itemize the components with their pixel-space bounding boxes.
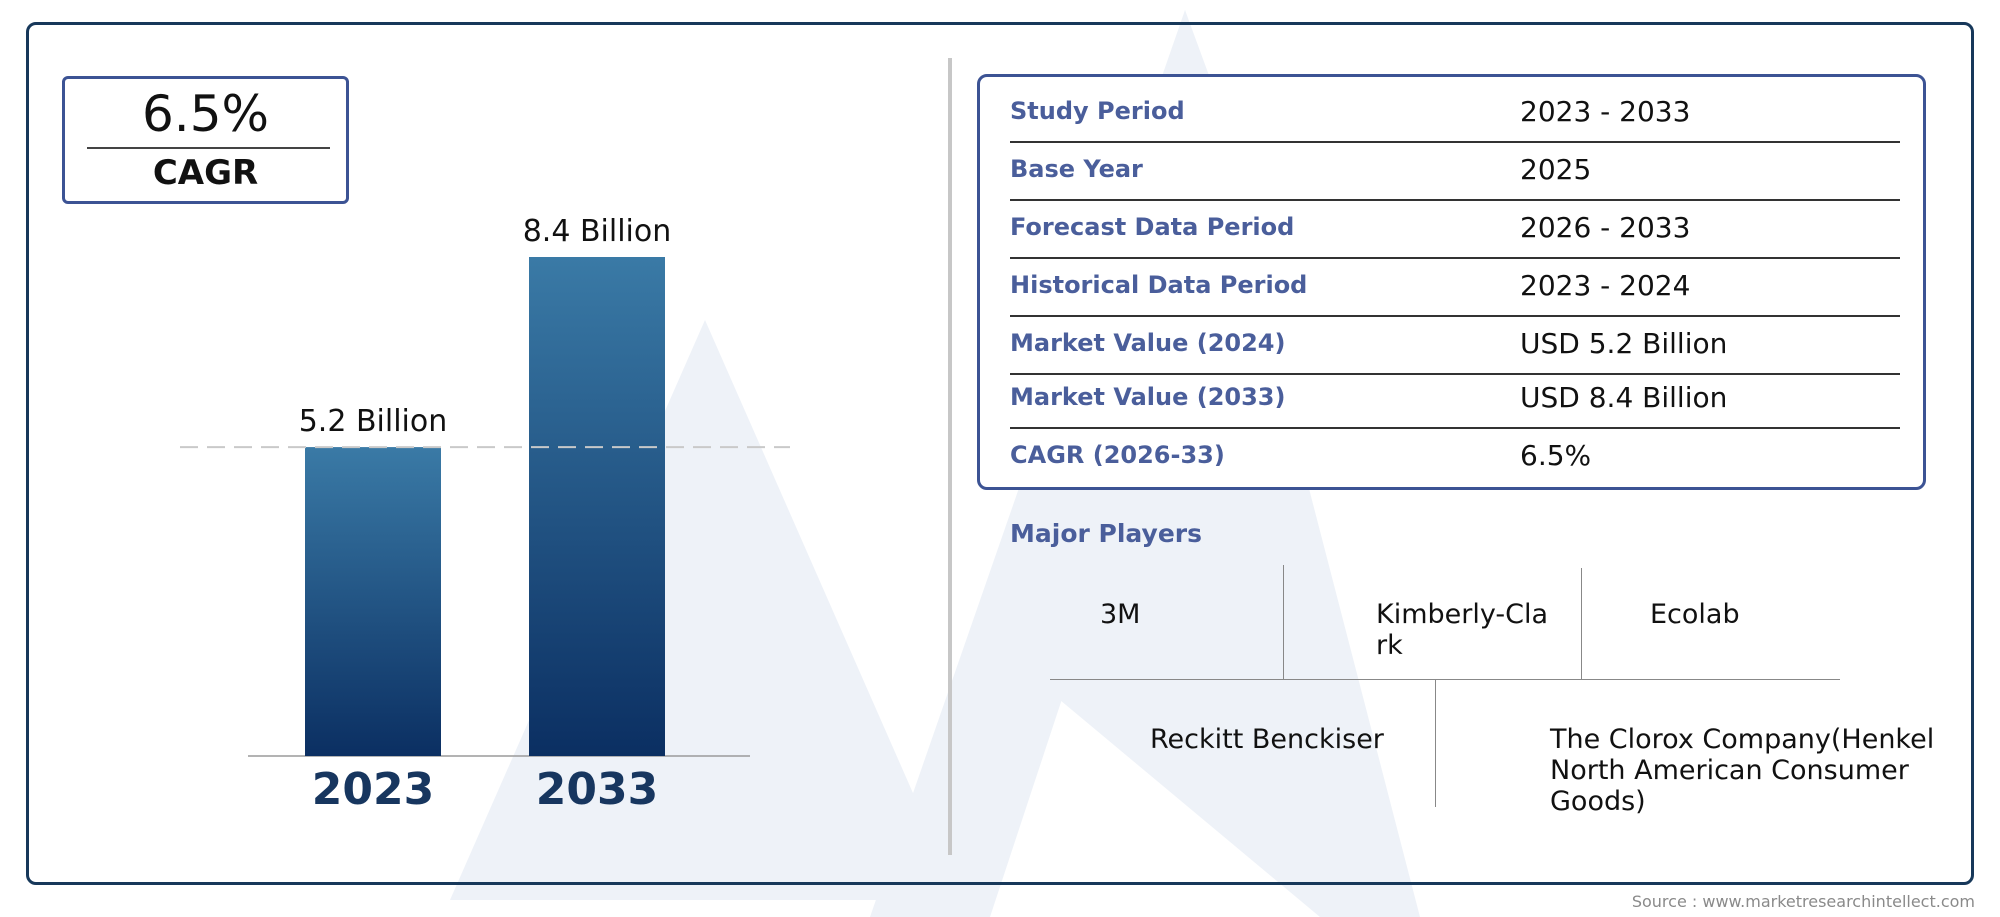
panel-divider (948, 58, 952, 855)
player-kimberly-clark: Kimberly-Cla rk (1376, 599, 1549, 661)
info-key: Historical Data Period (1010, 271, 1308, 299)
info-value: 6.5% (1520, 439, 1592, 472)
data-label-2033: 8.4 Billion (523, 214, 672, 249)
category-label-2023: 2023 (312, 764, 434, 815)
info-value: 2023 - 2024 (1520, 269, 1691, 302)
info-key: Market Value (2033) (1010, 383, 1286, 411)
player-divider (1581, 568, 1582, 679)
cagr-label: CAGR (152, 153, 259, 193)
row-separator (1010, 427, 1900, 429)
row-separator (1010, 315, 1900, 317)
player-3m: 3M (1100, 599, 1141, 630)
category-label-2033: 2033 (536, 764, 658, 815)
info-value: USD 5.2 Billion (1520, 327, 1728, 360)
info-value: USD 8.4 Billion (1520, 381, 1728, 414)
major-players-title: Major Players (1010, 519, 1202, 548)
player-ecolab: Ecolab (1650, 599, 1740, 630)
player-reckitt-benckiser: Reckitt Benckiser (1150, 724, 1384, 755)
cagr-value: 6.5% (141, 85, 270, 143)
player-the-clorox-company: The Clorox Company(Henkel North American… (1550, 724, 1935, 817)
info-key: CAGR (2026-33) (1010, 441, 1225, 469)
bar-2033 (529, 257, 665, 756)
data-label-2023: 5.2 Billion (299, 404, 448, 439)
bar-2023 (305, 447, 441, 756)
player-divider (1435, 680, 1436, 807)
row-separator (1010, 199, 1900, 201)
source-credit: Source : www.marketresearchintellect.com (1631, 892, 1975, 911)
market-info-table: Study Period 2023 - 2033 Base Year 2025 … (977, 74, 1926, 490)
row-separator (1010, 141, 1900, 143)
outer-frame (26, 22, 1974, 885)
market-bar-chart: 5.2 Billion 2023 8.4 Billion 2033 (180, 214, 790, 815)
info-key: Forecast Data Period (1010, 213, 1295, 241)
info-value: 2025 (1520, 153, 1592, 186)
info-key: Market Value (2024) (1010, 329, 1286, 357)
row-separator (1010, 257, 1900, 259)
cagr-box: 6.5% CAGR (62, 76, 349, 204)
info-value: 2023 - 2033 (1520, 95, 1691, 128)
info-key: Base Year (1010, 155, 1143, 183)
players-row-divider (1050, 679, 1840, 680)
row-separator (1010, 373, 1900, 375)
info-value: 2026 - 2033 (1520, 211, 1691, 244)
cagr-divider (87, 147, 330, 149)
player-divider (1283, 565, 1284, 679)
info-key: Study Period (1010, 97, 1185, 125)
